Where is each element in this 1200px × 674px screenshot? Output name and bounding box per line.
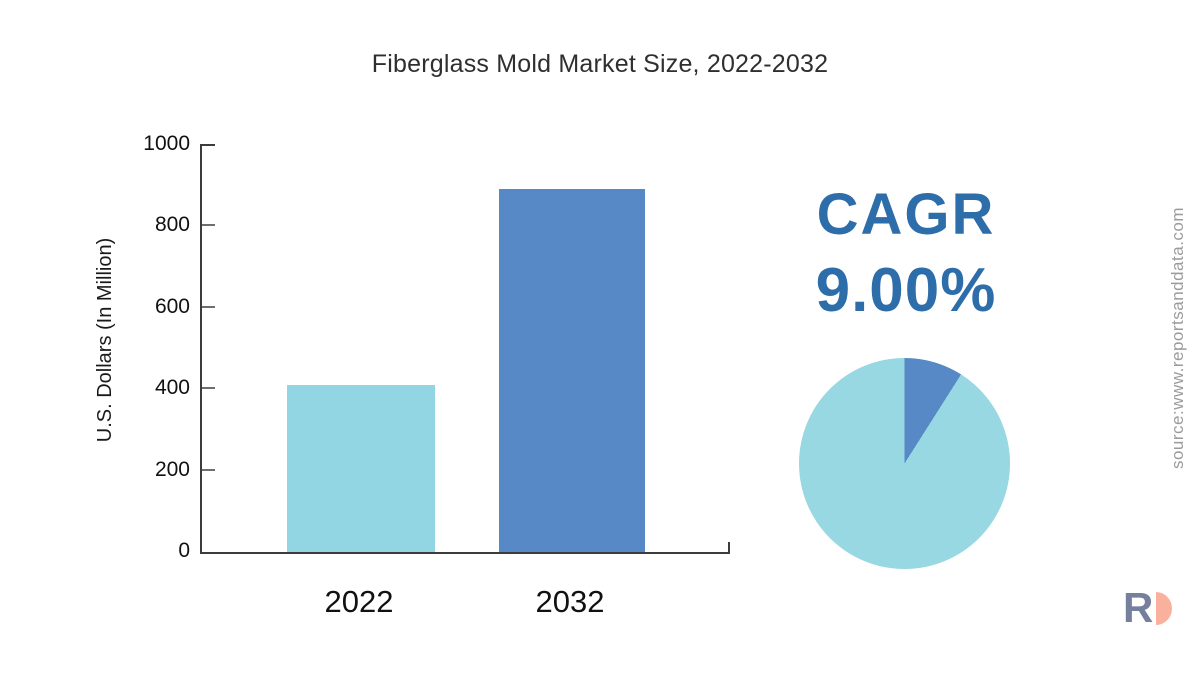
- logo-d-semicircle-icon: [1156, 591, 1173, 625]
- y-tick-mark: [202, 224, 215, 226]
- y-tick-mark: [202, 144, 215, 146]
- y-tick-mark: [202, 469, 215, 471]
- plot-area: [200, 144, 730, 554]
- logo-letter-r: R: [1123, 584, 1154, 631]
- bar-2032: [499, 188, 645, 552]
- y-tick-label-800: 800: [154, 213, 190, 236]
- reportsanddata-logo: R: [1123, 584, 1173, 631]
- x-tick-label-2022: 2022: [324, 584, 394, 619]
- y-tick-label-600: 600: [154, 295, 190, 318]
- cagr-annotation: CAGR 9.00%: [760, 186, 1052, 322]
- x-tick-label-2032: 2032: [535, 584, 605, 619]
- x-axis-end-tick: [728, 542, 730, 552]
- y-tick-label-200: 200: [154, 458, 190, 481]
- bar-2022: [287, 384, 435, 552]
- y-tick-mark: [202, 306, 215, 308]
- cagr-value: 9.00%: [815, 256, 997, 325]
- y-tick-label-1000: 1000: [143, 132, 190, 155]
- chart-title: Fiberglass Mold Market Size, 2022-2032: [371, 50, 829, 78]
- cagr-label: CAGR: [816, 182, 996, 247]
- source-watermark: source:www.reportsanddata.com: [1168, 206, 1187, 470]
- y-tick-label-0: 0: [178, 539, 190, 562]
- cagr-pie: [799, 358, 1010, 569]
- y-tick-label-400: 400: [154, 376, 190, 399]
- y-tick-mark: [202, 387, 215, 389]
